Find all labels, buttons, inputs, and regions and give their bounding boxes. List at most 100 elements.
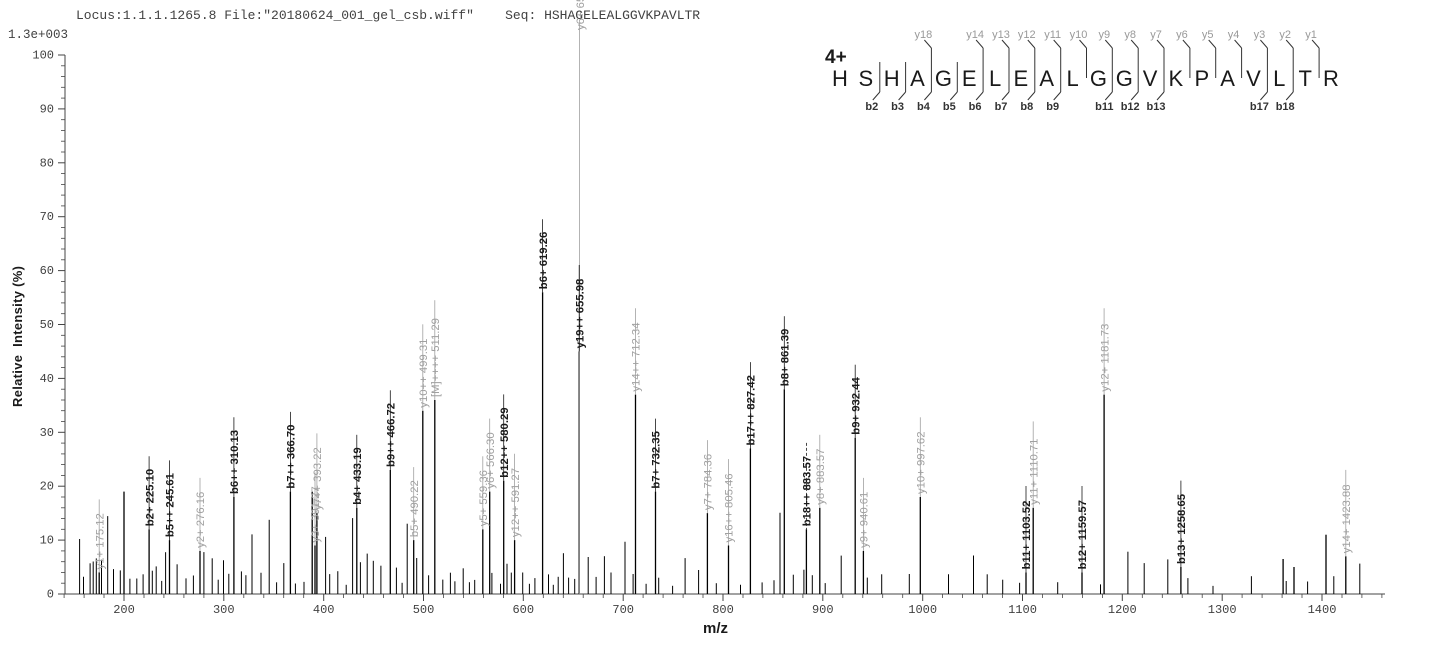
svg-text:b17++ 827.42: b17++ 827.42 (746, 375, 758, 445)
svg-text:b3: b3 (891, 101, 904, 113)
svg-text:G: G (935, 66, 952, 91)
svg-text:y12: y12 (1018, 29, 1036, 41)
svg-text:b7: b7 (995, 101, 1008, 113)
svg-text:400: 400 (313, 603, 335, 617)
svg-text:1100: 1100 (1008, 603, 1037, 617)
svg-text:b7+ 732.35: b7+ 732.35 (651, 431, 663, 488)
svg-text:90: 90 (40, 102, 54, 116)
svg-text:b12+ 1159.57: b12+ 1159.57 (1077, 500, 1089, 569)
svg-text:b5: b5 (943, 101, 956, 113)
svg-text:300: 300 (213, 603, 235, 617)
svg-text:b6++ 310.13: b6++ 310.13 (229, 430, 241, 494)
svg-text:R: R (1323, 66, 1339, 91)
svg-text:[M]++++ 511.29: [M]++++ 511.29 (430, 318, 442, 397)
svg-text:y10: y10 (1070, 29, 1088, 41)
svg-text:80: 80 (40, 156, 54, 170)
svg-text:800: 800 (712, 603, 734, 617)
svg-text:y5: y5 (1202, 29, 1214, 41)
svg-text:1000: 1000 (908, 603, 937, 617)
svg-text:0: 0 (47, 588, 54, 602)
svg-text:b2: b2 (865, 101, 878, 113)
svg-text:b12++ 580.29: b12++ 580.29 (499, 407, 511, 477)
svg-text:40: 40 (40, 372, 54, 386)
svg-text:b18: b18 (1276, 101, 1295, 113)
svg-text:y7+ 784.36: y7+ 784.36 (703, 454, 715, 510)
svg-text:E: E (962, 66, 977, 91)
svg-text:y7: y7 (1150, 29, 1162, 41)
svg-text:b2+ 225.10: b2+ 225.10 (144, 469, 156, 526)
svg-text:b4: b4 (917, 101, 931, 113)
svg-text:H: H (832, 66, 848, 91)
svg-text:y14: y14 (966, 29, 984, 41)
svg-text:V: V (1143, 66, 1158, 91)
svg-text:y8+ 883.57: y8+ 883.57 (815, 449, 827, 505)
svg-text:y8: y8 (1124, 29, 1136, 41)
svg-text:G: G (1116, 66, 1133, 91)
svg-text:y10+ 997.62: y10+ 997.62 (916, 431, 928, 494)
svg-text:1300: 1300 (1208, 603, 1237, 617)
svg-text:y18: y18 (915, 29, 933, 41)
svg-text:y19++ 655.98: y19++ 655.98 (574, 279, 586, 349)
svg-text:y12+ 1181.73: y12+ 1181.73 (1099, 324, 1111, 392)
svg-text:L: L (1273, 66, 1285, 91)
svg-text:b8+ 861.39: b8+ 861.39 (780, 329, 792, 386)
svg-text:y7++ 393.22: y7++ 393.22 (312, 447, 324, 510)
svg-text:A: A (910, 66, 925, 91)
svg-text:y12++ 591.27: y12++ 591.27 (510, 468, 522, 537)
svg-text:600: 600 (512, 603, 534, 617)
svg-text:b17: b17 (1250, 101, 1269, 113)
svg-text:y4: y4 (1228, 29, 1240, 41)
svg-text:70: 70 (40, 210, 54, 224)
svg-text:y6+ 566.30: y6+ 566.30 (485, 432, 497, 488)
svg-text:G: G (1090, 66, 1107, 91)
svg-text:b11: b11 (1095, 101, 1113, 113)
svg-text:100: 100 (32, 49, 54, 63)
svg-text:S: S (858, 66, 873, 91)
svg-text:4+: 4+ (825, 47, 847, 68)
svg-text:y16++ 805.46: y16++ 805.46 (724, 473, 736, 542)
svg-text:1200: 1200 (1108, 603, 1137, 617)
svg-text:20: 20 (40, 480, 54, 494)
svg-text:500: 500 (413, 603, 435, 617)
svg-text:L: L (989, 66, 1001, 91)
svg-text:P: P (1194, 66, 1209, 91)
svg-text:900: 900 (812, 603, 834, 617)
svg-text:K: K (1169, 66, 1184, 91)
svg-text:1400: 1400 (1308, 603, 1337, 617)
svg-text:200: 200 (113, 603, 135, 617)
svg-text:E: E (1014, 66, 1029, 91)
svg-text:60: 60 (40, 264, 54, 278)
svg-text:b8: b8 (1020, 101, 1033, 113)
svg-text:b12: b12 (1121, 101, 1140, 113)
svg-text:T: T (1298, 66, 1311, 91)
svg-text:y2: y2 (1279, 29, 1291, 41)
svg-text:10: 10 (40, 534, 54, 548)
svg-text:y14+ 1423.88: y14+ 1423.88 (1341, 485, 1353, 554)
svg-text:b5+ 490.22: b5+ 490.22 (409, 480, 421, 537)
svg-text:30: 30 (40, 426, 54, 440)
svg-text:y6+ 656.40: y6+ 656.40 (575, 0, 587, 30)
svg-text:y11: y11 (1044, 29, 1061, 41)
svg-text:b9: b9 (1046, 101, 1059, 113)
svg-text:y3: y3 (1254, 29, 1266, 41)
svg-text:y1: y1 (1305, 29, 1317, 41)
svg-text:y2+ 276.16: y2+ 276.16 (195, 492, 207, 548)
svg-text:b4+ 433.19: b4+ 433.19 (352, 447, 364, 504)
svg-text:y13: y13 (992, 29, 1010, 41)
svg-text:A: A (1039, 66, 1054, 91)
svg-text:b13: b13 (1147, 101, 1166, 113)
svg-text:b7++ 366.70: b7++ 366.70 (286, 425, 298, 489)
svg-text:y1+ 175.12: y1+ 175.12 (94, 513, 106, 569)
svg-text:y10++ 499.31: y10++ 499.31 (418, 339, 430, 408)
svg-text:y9: y9 (1098, 29, 1110, 41)
svg-text:b6+ 619.26: b6+ 619.26 (538, 232, 550, 289)
svg-text:y14++ 712.34: y14++ 712.34 (631, 322, 643, 391)
svg-text:b9++ 466.72: b9++ 466.72 (386, 403, 398, 467)
svg-text:V: V (1246, 66, 1261, 91)
svg-text:y6: y6 (1176, 29, 1188, 41)
svg-text:700: 700 (612, 603, 634, 617)
svg-text:b18++ 883.57: b18++ 883.57 (802, 456, 814, 526)
svg-text:b13+ 1258.65: b13+ 1258.65 (1176, 494, 1188, 564)
svg-text:b9+ 932.44: b9+ 932.44 (850, 377, 862, 435)
svg-text:b6: b6 (969, 101, 982, 113)
